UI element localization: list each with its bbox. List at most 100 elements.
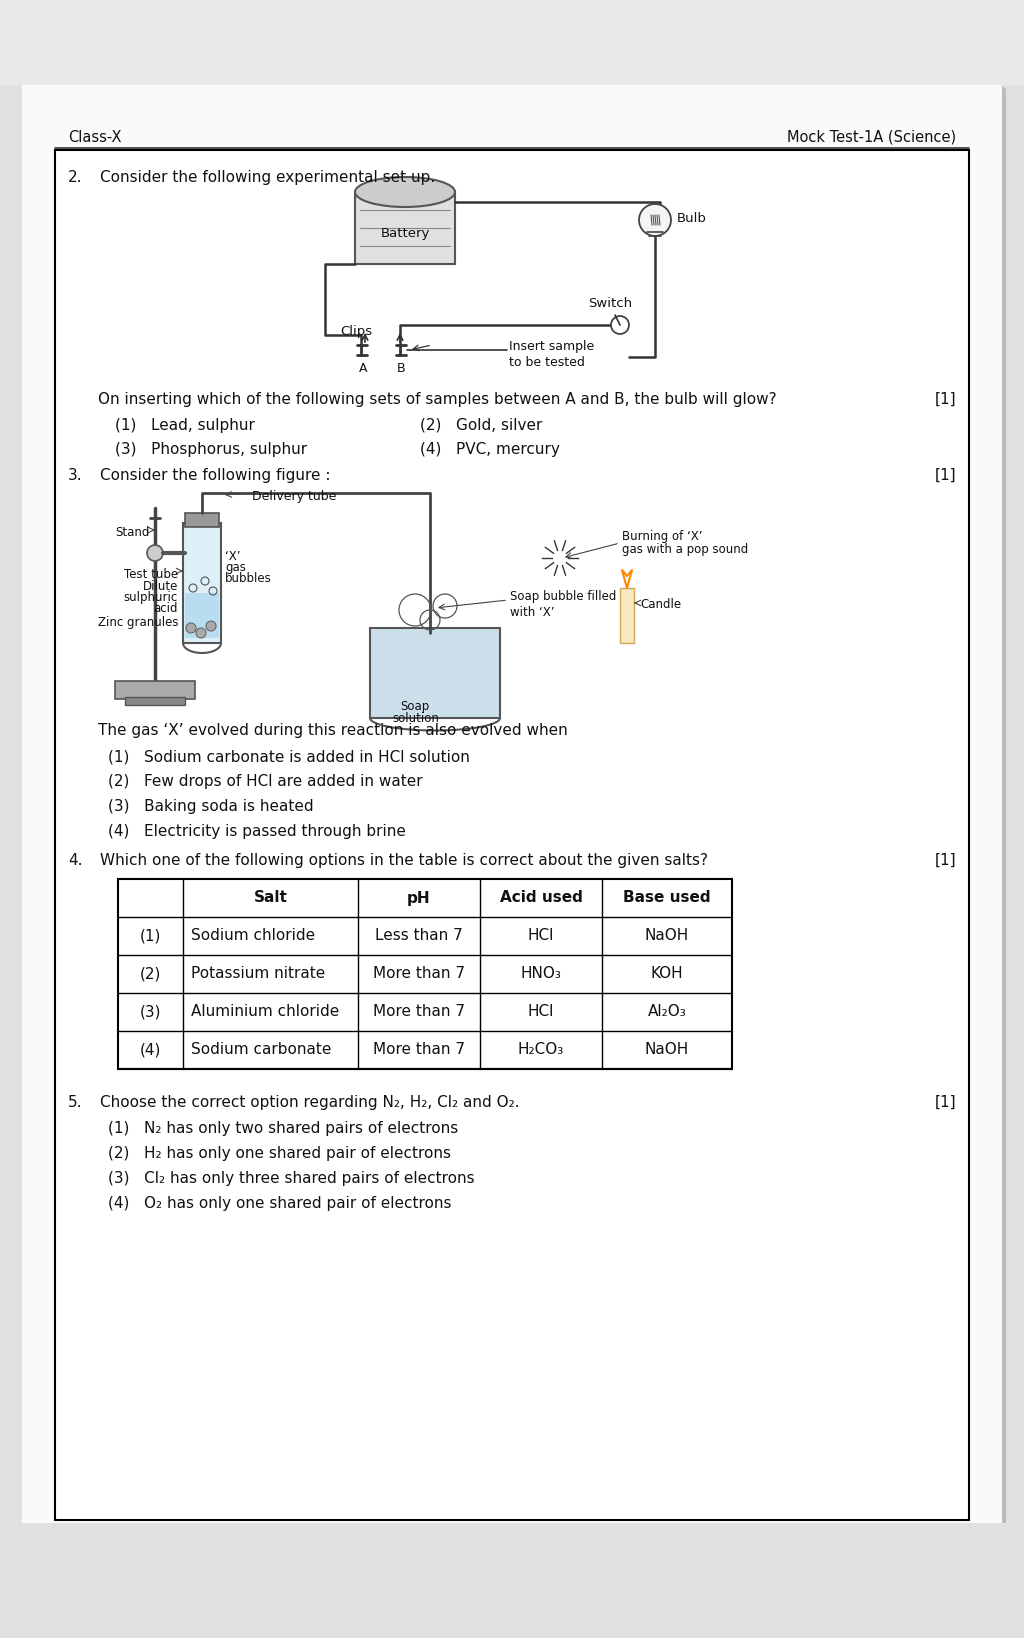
Text: KOH: KOH [650, 966, 683, 981]
Text: More than 7: More than 7 [373, 1004, 465, 1019]
Text: (3)   Cl₂ has only three shared pairs of electrons: (3) Cl₂ has only three shared pairs of e… [108, 1171, 475, 1186]
Text: HCl: HCl [527, 1004, 554, 1019]
Text: (2)   Few drops of HCl are added in water: (2) Few drops of HCl are added in water [108, 775, 423, 790]
Text: (4)   O₂ has only one shared pair of electrons: (4) O₂ has only one shared pair of elect… [108, 1196, 452, 1210]
Text: sulphuric: sulphuric [124, 591, 178, 604]
Text: H₂CO₃: H₂CO₃ [518, 1042, 564, 1058]
Text: Which one of the following options in the table is correct about the given salts: Which one of the following options in th… [100, 853, 708, 868]
Circle shape [196, 627, 206, 637]
FancyBboxPatch shape [183, 523, 221, 644]
Text: Sodium carbonate: Sodium carbonate [191, 1042, 332, 1058]
FancyBboxPatch shape [25, 88, 1005, 1527]
Text: Salt: Salt [254, 891, 288, 906]
Text: solution: solution [392, 713, 439, 726]
Text: (2)   Gold, silver: (2) Gold, silver [420, 418, 543, 432]
Text: Delivery tube: Delivery tube [252, 490, 336, 503]
Text: gas with a pop sound: gas with a pop sound [622, 544, 749, 555]
Circle shape [611, 316, 629, 334]
Text: Class-X: Class-X [68, 129, 122, 146]
FancyBboxPatch shape [370, 627, 500, 717]
Text: Clips: Clips [340, 324, 372, 337]
Text: Dilute: Dilute [142, 580, 178, 593]
FancyBboxPatch shape [55, 151, 969, 1520]
Text: Burning of ‘X’: Burning of ‘X’ [622, 531, 702, 544]
FancyBboxPatch shape [115, 681, 195, 699]
Text: (3): (3) [139, 1004, 161, 1019]
Text: [1]: [1] [934, 391, 956, 406]
Text: 4.: 4. [68, 853, 83, 868]
Text: On inserting which of the following sets of samples between A and B, the bulb wi: On inserting which of the following sets… [98, 391, 776, 406]
Text: Potassium nitrate: Potassium nitrate [191, 966, 326, 981]
Text: Stand: Stand [116, 526, 150, 539]
Circle shape [639, 205, 671, 236]
FancyBboxPatch shape [26, 88, 1006, 1527]
Text: B: B [397, 362, 406, 375]
Text: NaOH: NaOH [645, 1042, 689, 1058]
Text: Bulb: Bulb [677, 211, 707, 224]
Circle shape [206, 621, 216, 631]
Text: Base used: Base used [624, 891, 711, 906]
Text: Soap bubble filled: Soap bubble filled [510, 590, 616, 603]
Text: (4): (4) [140, 1042, 161, 1058]
Text: Al₂O₃: Al₂O₃ [647, 1004, 686, 1019]
Text: Aluminium chloride: Aluminium chloride [191, 1004, 339, 1019]
Circle shape [147, 545, 163, 560]
Text: Insert sample: Insert sample [509, 341, 594, 354]
Text: A: A [359, 362, 368, 375]
Text: Battery: Battery [380, 226, 430, 239]
Text: Switch: Switch [588, 296, 632, 310]
FancyBboxPatch shape [22, 85, 1002, 1523]
Ellipse shape [355, 177, 455, 206]
FancyBboxPatch shape [620, 588, 634, 644]
Text: Acid used: Acid used [500, 891, 583, 906]
Text: (4)   PVC, mercury: (4) PVC, mercury [420, 442, 560, 457]
Text: (3)   Phosphorus, sulphur: (3) Phosphorus, sulphur [115, 442, 307, 457]
FancyBboxPatch shape [355, 192, 455, 264]
Text: Soap: Soap [400, 699, 429, 713]
FancyBboxPatch shape [185, 593, 219, 637]
Text: with ‘X’: with ‘X’ [510, 606, 555, 619]
Text: to be tested: to be tested [509, 355, 585, 369]
Text: HCl: HCl [527, 929, 554, 943]
FancyBboxPatch shape [0, 0, 1024, 85]
Text: Candle: Candle [640, 598, 681, 611]
Text: (3)   Baking soda is heated: (3) Baking soda is heated [108, 799, 313, 814]
FancyBboxPatch shape [24, 87, 1004, 1525]
Text: Consider the following experimental set up.: Consider the following experimental set … [100, 170, 435, 185]
FancyBboxPatch shape [125, 698, 185, 704]
Text: Test tube: Test tube [124, 568, 178, 581]
Text: (4)   Electricity is passed through brine: (4) Electricity is passed through brine [108, 824, 406, 839]
FancyBboxPatch shape [185, 513, 219, 527]
Text: 5.: 5. [68, 1094, 83, 1111]
Text: ‘X’: ‘X’ [225, 550, 241, 563]
Text: More than 7: More than 7 [373, 1042, 465, 1058]
Text: NaOH: NaOH [645, 929, 689, 943]
Text: acid: acid [154, 603, 178, 614]
Text: (2): (2) [140, 966, 161, 981]
Text: 3.: 3. [68, 468, 83, 483]
Text: bubbles: bubbles [225, 572, 271, 585]
Text: [1]: [1] [934, 853, 956, 868]
Circle shape [186, 622, 196, 632]
Text: Consider the following figure :: Consider the following figure : [100, 468, 331, 483]
Text: Choose the correct option regarding N₂, H₂, Cl₂ and O₂.: Choose the correct option regarding N₂, … [100, 1094, 519, 1111]
FancyBboxPatch shape [23, 87, 1002, 1523]
Text: (1)   N₂ has only two shared pairs of electrons: (1) N₂ has only two shared pairs of elec… [108, 1120, 459, 1137]
Text: gas: gas [225, 560, 246, 573]
FancyBboxPatch shape [0, 1523, 1024, 1638]
Text: [1]: [1] [934, 1094, 956, 1111]
Text: The gas ‘X’ evolved during this reaction is also evolved when: The gas ‘X’ evolved during this reaction… [98, 722, 567, 739]
Text: pH: pH [408, 891, 431, 906]
FancyBboxPatch shape [118, 880, 732, 1070]
Text: More than 7: More than 7 [373, 966, 465, 981]
Text: Mock Test-1A (Science): Mock Test-1A (Science) [786, 129, 956, 146]
Text: [1]: [1] [934, 468, 956, 483]
Text: 2.: 2. [68, 170, 83, 185]
Text: HNO₃: HNO₃ [520, 966, 561, 981]
Text: Sodium chloride: Sodium chloride [191, 929, 315, 943]
Text: (1): (1) [140, 929, 161, 943]
Text: Zinc granules: Zinc granules [97, 616, 178, 629]
Text: (1)   Sodium carbonate is added in HCl solution: (1) Sodium carbonate is added in HCl sol… [108, 749, 470, 763]
Text: - 2 -: - 2 - [497, 1558, 527, 1572]
Text: (1)   Lead, sulphur: (1) Lead, sulphur [115, 418, 255, 432]
